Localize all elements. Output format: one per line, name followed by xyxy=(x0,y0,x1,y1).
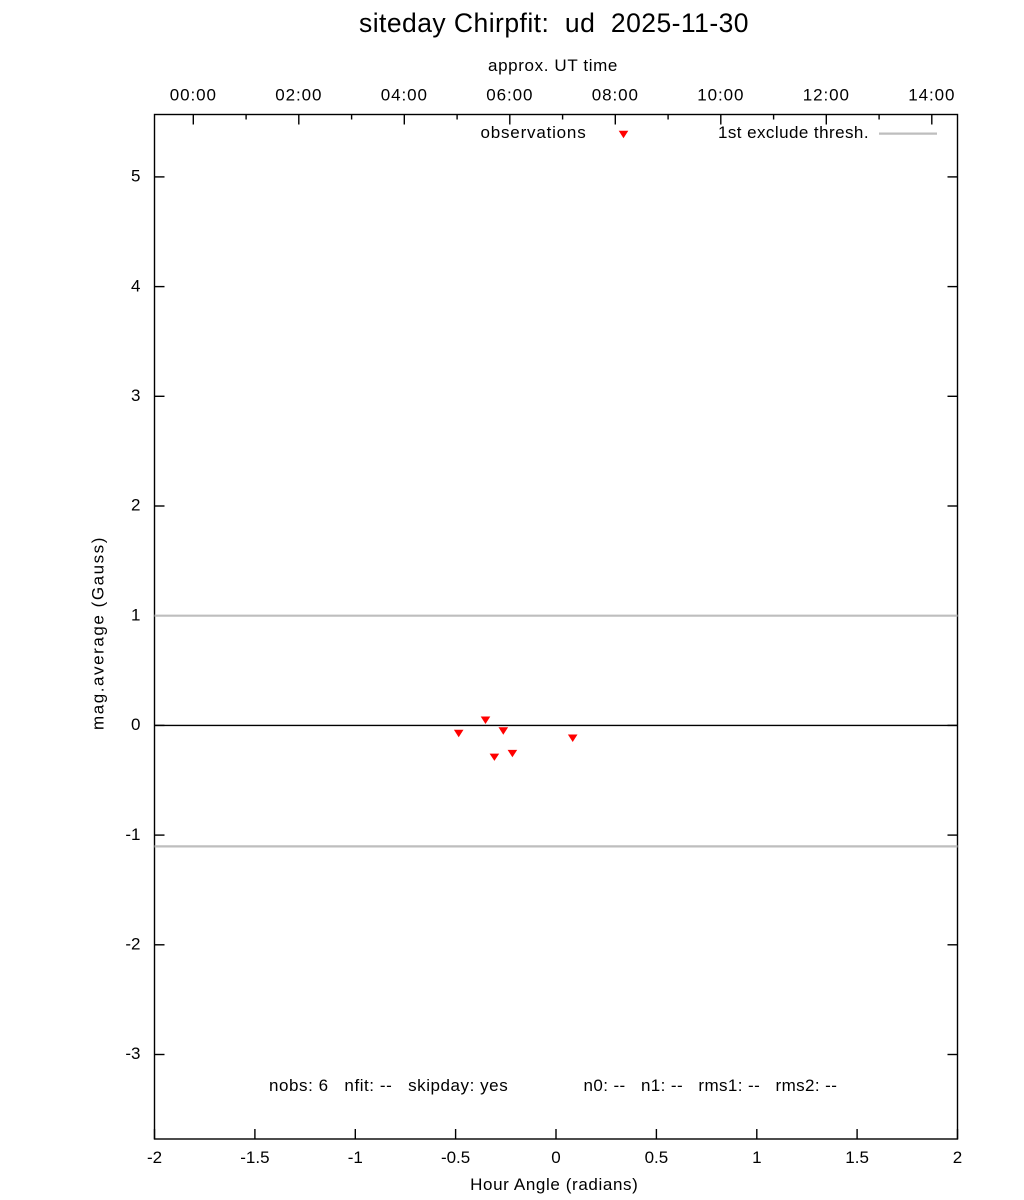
svg-text:04:00: 04:00 xyxy=(381,85,428,104)
svg-text:-1: -1 xyxy=(348,1148,363,1167)
svg-text:0: 0 xyxy=(551,1148,560,1167)
svg-text:2: 2 xyxy=(953,1148,962,1167)
svg-text:-1.5: -1.5 xyxy=(240,1148,269,1167)
svg-text:observations: observations xyxy=(481,123,587,142)
svg-text:08:00: 08:00 xyxy=(592,85,639,104)
svg-text:2: 2 xyxy=(131,496,140,515)
svg-text:n0: -- n1: -- rms1: -- r: n0: -- n1: -- rms1: -- rms2: -- xyxy=(584,1076,838,1095)
svg-text:approx. UT time: approx. UT time xyxy=(488,56,618,75)
svg-text:-1: -1 xyxy=(125,825,140,844)
svg-text:0: 0 xyxy=(131,715,140,734)
svg-text:12:00: 12:00 xyxy=(803,85,850,104)
svg-text:02:00: 02:00 xyxy=(275,85,322,104)
svg-text:siteday Chirpfit: ud 2025-11: siteday Chirpfit: ud 2025-11-30 xyxy=(359,8,749,38)
svg-text:4: 4 xyxy=(131,276,140,295)
svg-text:06:00: 06:00 xyxy=(486,85,533,104)
svg-text:0.5: 0.5 xyxy=(645,1148,669,1167)
svg-text:Hour Angle (radians): Hour Angle (radians) xyxy=(470,1175,638,1194)
svg-text:mag.average (Gauss): mag.average (Gauss) xyxy=(88,536,107,730)
svg-text:00:00: 00:00 xyxy=(170,85,217,104)
svg-text:1: 1 xyxy=(131,605,140,624)
svg-text:14:00: 14:00 xyxy=(908,85,955,104)
svg-text:10:00: 10:00 xyxy=(697,85,744,104)
svg-text:-0.5: -0.5 xyxy=(441,1148,470,1167)
svg-text:nobs: 6 nfit: -- skipday:: nobs: 6 nfit: -- skipday: yes xyxy=(269,1076,508,1095)
svg-text:1.5: 1.5 xyxy=(845,1148,869,1167)
svg-text:1st exclude thresh.: 1st exclude thresh. xyxy=(718,123,869,142)
svg-text:3: 3 xyxy=(131,386,140,405)
svg-text:1: 1 xyxy=(752,1148,761,1167)
svg-text:-3: -3 xyxy=(125,1044,140,1063)
svg-text:5: 5 xyxy=(131,167,140,186)
svg-text:-2: -2 xyxy=(125,935,140,954)
svg-text:-2: -2 xyxy=(147,1148,162,1167)
